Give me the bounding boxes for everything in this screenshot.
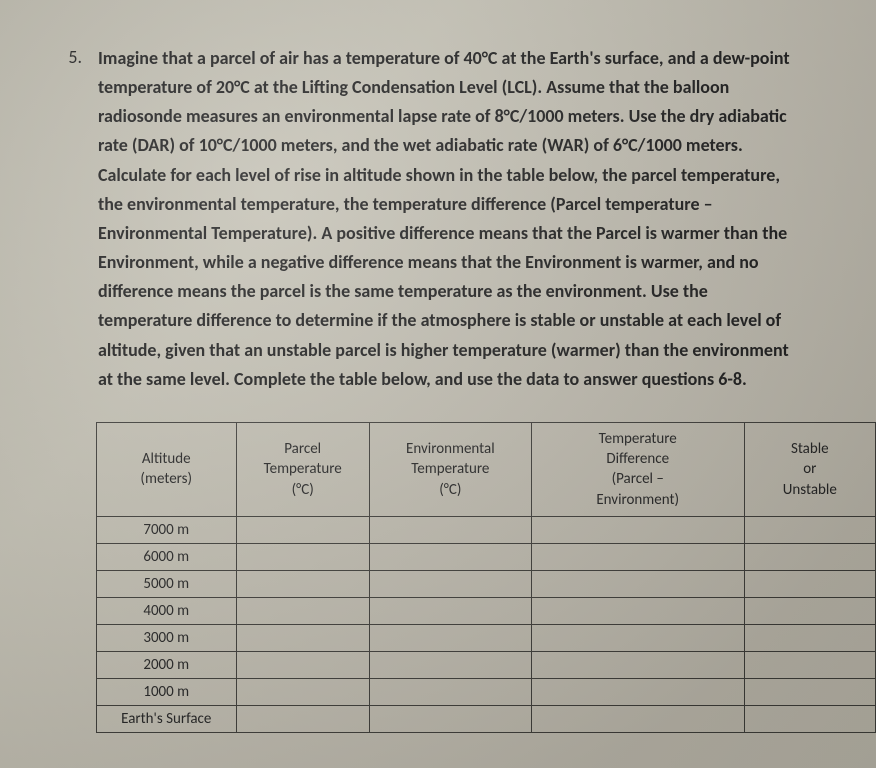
cell-parcel [236,705,369,732]
col-parcel-l1: Parcel [284,440,321,458]
cell-altitude: Earth's Surface [97,705,237,732]
cell-stable [744,678,875,705]
col-stab-l1: Stable [791,440,829,458]
cell-env [369,705,531,732]
cell-diff [531,705,744,732]
col-env-temp: Environmental Temperature (°C) [369,422,531,516]
col-parcel-l3: (°C) [292,481,314,499]
table-head: Altitude (meters) Parcel Temperature (°C… [97,422,876,516]
table-row: 7000 m [97,516,876,543]
cell-env [369,516,531,543]
table-header-row: Altitude (meters) Parcel Temperature (°C… [97,422,876,516]
cell-parcel [236,597,369,624]
cell-env [369,678,531,705]
page: 5. Imagine that a parcel of air has a te… [0,0,876,733]
table-row: 6000 m [97,543,876,570]
cell-stable [744,624,875,651]
cell-diff [531,597,744,624]
cell-stable [744,597,875,624]
col-diff-l1: Temperature [599,430,677,448]
cell-diff [531,570,744,597]
cell-stable [744,705,875,732]
col-altitude-l1: Altitude [142,450,191,468]
cell-diff [531,516,744,543]
cell-diff [531,624,744,651]
col-diff-l4: Environment) [596,491,679,509]
question-block: 5. Imagine that a parcel of air has a te… [60,44,806,394]
table-row: 2000 m [97,651,876,678]
col-env-l1: Environmental [406,440,495,458]
cell-env [369,651,531,678]
table-row: 3000 m [97,624,876,651]
data-table: Altitude (meters) Parcel Temperature (°C… [96,422,876,733]
table-row: Earth's Surface [97,705,876,732]
col-altitude-l2: (meters) [140,470,192,488]
col-stable: Stable or Unstable [744,422,875,516]
cell-parcel [236,543,369,570]
cell-stable [744,516,875,543]
col-env-l3: (°C) [439,481,461,499]
cell-parcel [236,570,369,597]
cell-env [369,543,531,570]
cell-stable [744,570,875,597]
cell-parcel [236,651,369,678]
col-altitude: Altitude (meters) [97,422,237,516]
cell-diff [531,678,744,705]
cell-diff [531,543,744,570]
cell-env [369,597,531,624]
col-diff-l3: (Parcel – [612,470,664,488]
cell-parcel [236,678,369,705]
cell-altitude: 7000 m [97,516,237,543]
table-row: 4000 m [97,597,876,624]
cell-parcel [236,516,369,543]
cell-stable [744,543,875,570]
col-parcel-temp: Parcel Temperature (°C) [236,422,369,516]
col-stab-l2: or [803,460,816,478]
cell-parcel [236,624,369,651]
col-env-l2: Temperature [411,460,489,478]
cell-env [369,570,531,597]
cell-diff [531,651,744,678]
cell-altitude: 5000 m [97,570,237,597]
col-stab-l3: Unstable [783,481,837,499]
table-row: 5000 m [97,570,876,597]
question-text: Imagine that a parcel of air has a tempe… [98,44,806,394]
cell-altitude: 3000 m [97,624,237,651]
table-row: 1000 m [97,678,876,705]
cell-altitude: 4000 m [97,597,237,624]
cell-altitude: 2000 m [97,651,237,678]
cell-altitude: 6000 m [97,543,237,570]
cell-env [369,624,531,651]
col-diff-l2: Difference [606,450,669,468]
cell-stable [744,651,875,678]
col-parcel-l2: Temperature [264,460,342,478]
cell-altitude: 1000 m [97,678,237,705]
question-number: 5. [60,44,82,68]
table-body: 7000 m 6000 m 5000 m 4000 [97,516,876,732]
col-temp-diff: Temperature Difference (Parcel – Environ… [531,422,744,516]
